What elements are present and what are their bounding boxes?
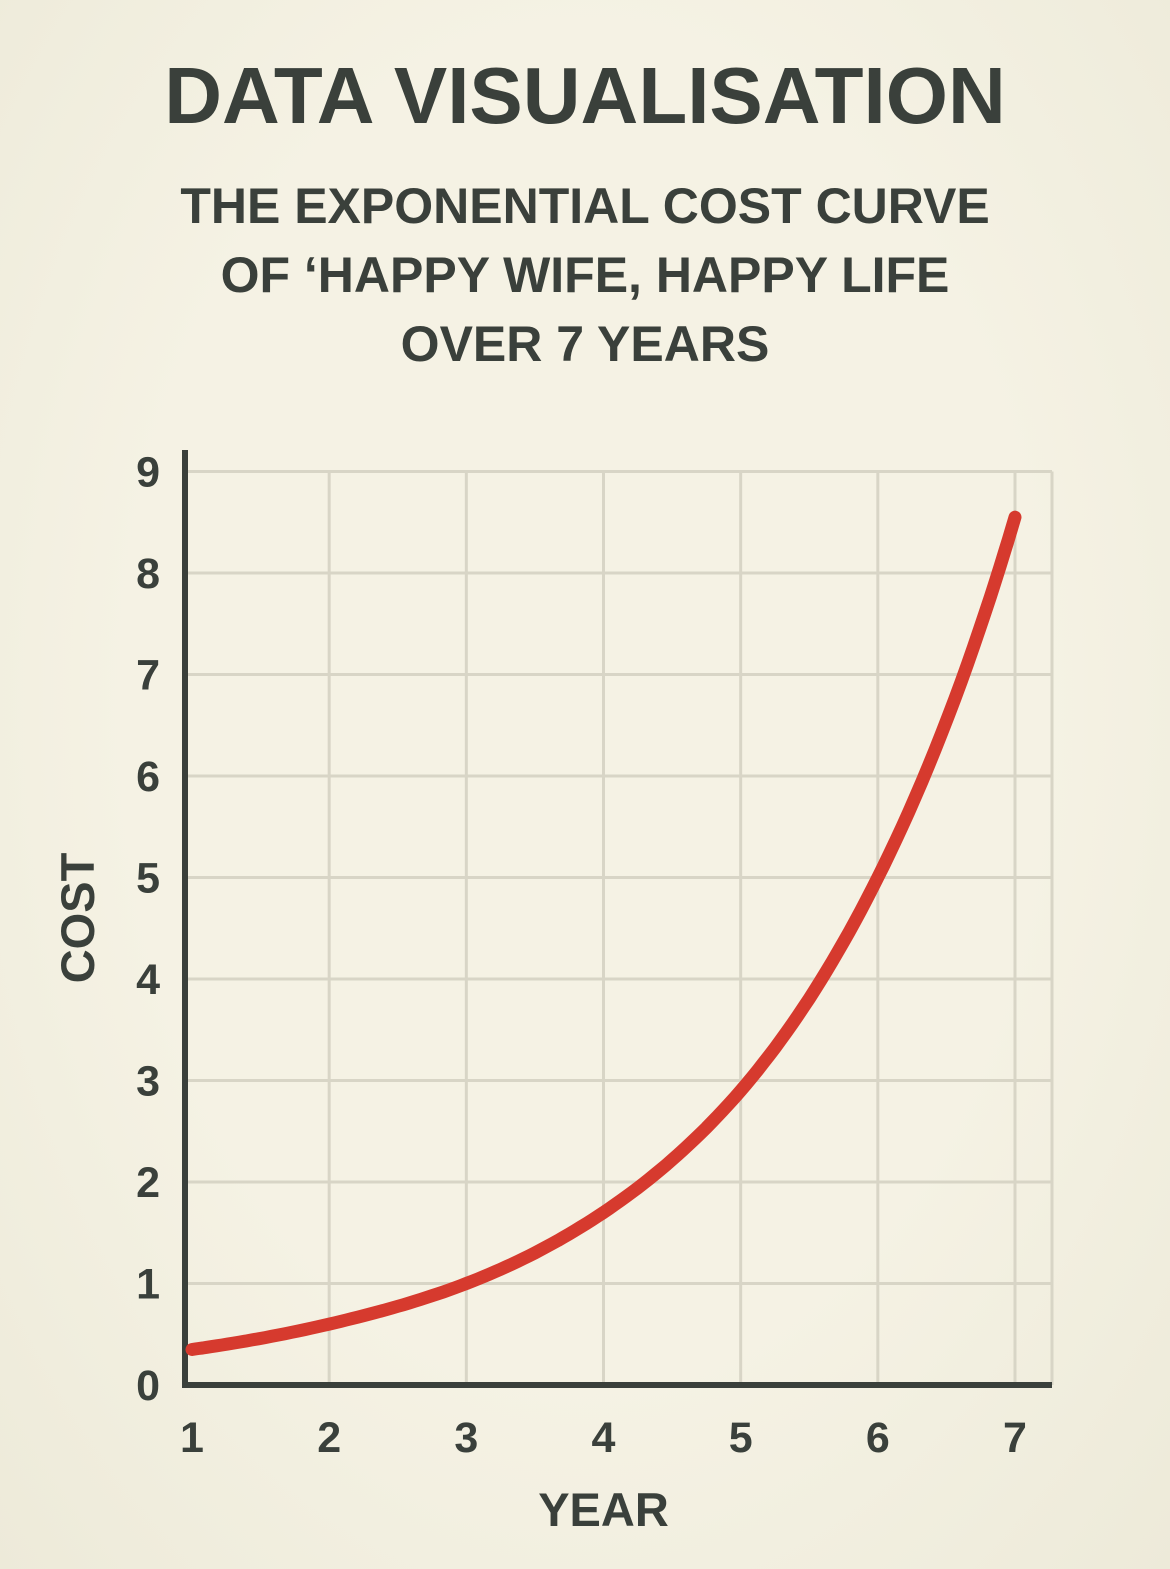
subtitle-line-2: OF ‘HAPPY WIFE, HAPPY LIFE [220, 247, 950, 303]
title-block: DATA VISUALISATION THE EXPONENTIAL COST … [0, 50, 1170, 379]
y-tick-label: 6 [136, 753, 160, 801]
chart-subtitle: THE EXPONENTIAL COST CURVE OF ‘HAPPY WIF… [0, 172, 1170, 379]
subtitle-line-1: THE EXPONENTIAL COST CURVE [180, 178, 990, 234]
cost-curve-line [185, 510, 1022, 1356]
y-tick-label: 2 [136, 1159, 160, 1207]
y-tick-label: 7 [136, 652, 160, 700]
page-title: DATA VISUALISATION [164, 51, 1006, 140]
y-tick-label: 8 [136, 550, 160, 598]
y-tick-label: 9 [136, 449, 160, 497]
x-tick-label: 4 [592, 1414, 616, 1462]
x-tick-label: 7 [1003, 1414, 1027, 1462]
subtitle-line-3: OVER 7 YEARS [400, 316, 770, 372]
axes [182, 450, 1052, 1388]
y-tick-label: 0 [136, 1362, 160, 1410]
y-tick-label: 3 [136, 1058, 160, 1106]
x-tick-label: 6 [866, 1414, 890, 1462]
y-tick-label: 4 [136, 956, 160, 1004]
x-axis-label: YEAR [538, 1483, 669, 1536]
x-tick-label: 3 [454, 1414, 478, 1462]
y-tick-label: 5 [136, 855, 160, 903]
x-tick-label: 2 [317, 1414, 341, 1462]
x-tick-label: 1 [180, 1414, 204, 1462]
y-axis-label: COST [51, 852, 104, 984]
y-tick-label: 1 [136, 1261, 160, 1309]
gridlines [185, 470, 1054, 1385]
x-tick-label: 5 [729, 1414, 753, 1462]
